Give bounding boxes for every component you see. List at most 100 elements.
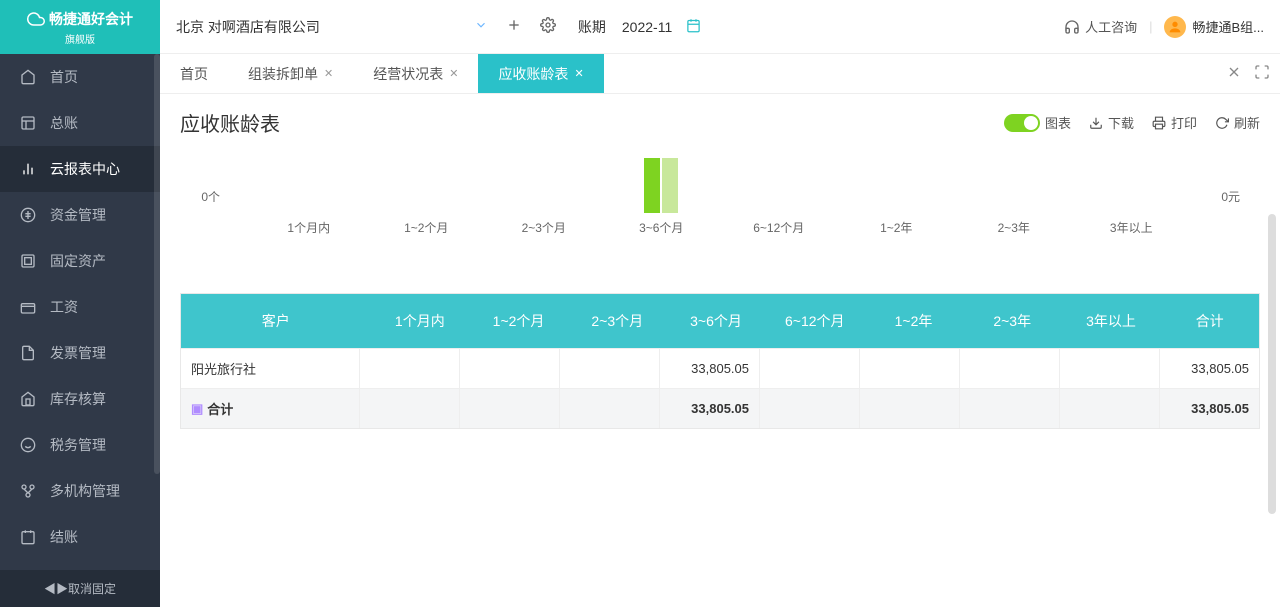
inventory-icon (20, 391, 36, 407)
chart-x-label: 1~2个月 (368, 219, 486, 236)
chevron-down-icon[interactable] (470, 14, 492, 39)
table-header: 3~6个月 (667, 311, 766, 331)
tab-close-icon[interactable]: ✕ (574, 67, 583, 80)
tab[interactable]: 组装拆卸单 ✕ (228, 54, 353, 93)
chart-x-label: 3~6个月 (603, 219, 721, 236)
cell (859, 389, 959, 428)
chart-x-label: 3年以上 (1073, 219, 1191, 236)
topbar: 北京 对啊酒店有限公司 账期 2022-11 人工咨询 | (160, 0, 1280, 54)
sidebar: 畅捷通好会计 旗舰版 首页总账云报表中心资金管理固定资产工资发票管理库存核算税务… (0, 0, 160, 607)
aging-chart: 0个 0元 1个月内1~2个月2~3个月3~6个月6~12个月1~2年2~3年3… (180, 143, 1260, 263)
sidebar-item-home[interactable]: 首页 (0, 54, 160, 100)
chart-label: 图表 (1045, 113, 1071, 132)
assets-icon (20, 253, 36, 269)
user-menu[interactable]: 畅捷通B组... (1164, 16, 1264, 38)
chart-x-label: 2~3年 (955, 219, 1073, 236)
chart-column (1073, 154, 1191, 213)
cloud-icon (27, 10, 45, 28)
table-header: 2~3个月 (568, 311, 667, 331)
closing-icon (20, 529, 36, 545)
tab-close-icon[interactable]: ✕ (324, 67, 333, 80)
report-icon (20, 161, 36, 177)
table-row[interactable]: 阳光旅行社33,805.0533,805.05 (181, 348, 1259, 388)
download-button[interactable]: 下载 (1089, 113, 1134, 132)
calendar-icon[interactable] (682, 14, 705, 40)
sidebar-item-org[interactable]: 多机构管理 (0, 468, 160, 514)
cell (359, 389, 459, 428)
home-icon (20, 69, 36, 85)
table-header: 合计 (1160, 311, 1259, 331)
download-icon (1089, 116, 1103, 130)
tax-icon (20, 437, 36, 453)
print-button[interactable]: 打印 (1152, 113, 1197, 132)
sidebar-item-label: 库存核算 (50, 389, 106, 409)
toggle-icon[interactable] (1004, 114, 1040, 132)
tab-close-icon[interactable]: ✕ (449, 67, 458, 80)
gear-icon[interactable] (536, 13, 560, 40)
sidebar-item-funds[interactable]: 资金管理 (0, 192, 160, 238)
sidebar-footer[interactable]: ◀▶取消固定 (0, 570, 160, 607)
table-header: 2~3年 (963, 311, 1062, 331)
company-selector[interactable]: 北京 对啊酒店有限公司 (176, 17, 320, 37)
chart-bar (662, 158, 678, 213)
chart-column (838, 154, 956, 213)
download-label: 下载 (1108, 113, 1134, 132)
sidebar-item-label: 发票管理 (50, 343, 106, 363)
avatar (1164, 16, 1186, 38)
ledger-icon (20, 115, 36, 131)
refresh-button[interactable]: 刷新 (1215, 113, 1260, 132)
table-header: 1~2个月 (469, 311, 568, 331)
support-button[interactable]: 人工咨询 (1064, 17, 1137, 36)
chart-x-label: 6~12个月 (720, 219, 838, 236)
period-label: 账期 (578, 17, 606, 37)
chart-y-right-label: 0元 (1221, 188, 1240, 205)
sidebar-item-report[interactable]: 云报表中心 (0, 146, 160, 192)
invoice-icon (20, 345, 36, 361)
print-label: 打印 (1171, 113, 1197, 132)
table-header: 3年以上 (1062, 311, 1161, 331)
tab-label: 经营状况表 (373, 64, 443, 84)
tab-label: 组装拆卸单 (248, 64, 318, 84)
cell (459, 349, 559, 388)
tabs: 首页组装拆卸单 ✕ 经营状况表 ✕ 应收账龄表 ✕ (160, 54, 1280, 94)
tab[interactable]: 应收账龄表 ✕ (478, 54, 603, 93)
chart-toggle[interactable]: 图表 (1004, 113, 1071, 132)
cell (759, 349, 859, 388)
brand-edition: 旗舰版 (65, 31, 95, 46)
sidebar-item-label: 总账 (50, 113, 78, 133)
tab[interactable]: 经营状况表 ✕ (353, 54, 478, 93)
chart-x-label: 1~2年 (838, 219, 956, 236)
sidebar-item-label: 结账 (50, 527, 78, 547)
fullscreen-icon[interactable] (1254, 64, 1270, 83)
sidebar-item-label: 多机构管理 (50, 481, 120, 501)
add-icon[interactable] (502, 13, 526, 40)
sidebar-item-salary[interactable]: 工资 (0, 284, 160, 330)
cell: 33,805.05 (659, 349, 759, 388)
sidebar-item-ledger[interactable]: 总账 (0, 100, 160, 146)
refresh-icon (1215, 116, 1229, 130)
sidebar-item-tax[interactable]: 税务管理 (0, 422, 160, 468)
sidebar-item-assets[interactable]: 固定资产 (0, 238, 160, 284)
page-title: 应收账龄表 (180, 108, 280, 137)
cell (459, 389, 559, 428)
tab[interactable]: 首页 (160, 54, 228, 93)
cell (1059, 389, 1159, 428)
content-scrollbar[interactable] (1268, 214, 1276, 514)
table-header: 1个月内 (370, 311, 469, 331)
table-total-row: ▣合计33,805.0533,805.05 (181, 388, 1259, 428)
sidebar-item-label: 资金管理 (50, 205, 106, 225)
cell (559, 349, 659, 388)
brand-logo: 畅捷通好会计 旗舰版 (0, 0, 160, 54)
chart-column (955, 154, 1073, 213)
sidebar-item-closing[interactable]: 结账 (0, 514, 160, 560)
cell: 33,805.05 (1159, 389, 1259, 428)
sidebar-item-label: 云报表中心 (50, 159, 120, 179)
tab-close-all-icon[interactable] (1226, 64, 1242, 83)
sidebar-item-inventory[interactable]: 库存核算 (0, 376, 160, 422)
period-value[interactable]: 2022-11 (622, 19, 672, 35)
tab-label: 应收账龄表 (498, 64, 568, 84)
sidebar-item-invoice[interactable]: 发票管理 (0, 330, 160, 376)
refresh-label: 刷新 (1234, 113, 1260, 132)
chart-column (720, 154, 838, 213)
chart-x-label: 1个月内 (250, 219, 368, 236)
